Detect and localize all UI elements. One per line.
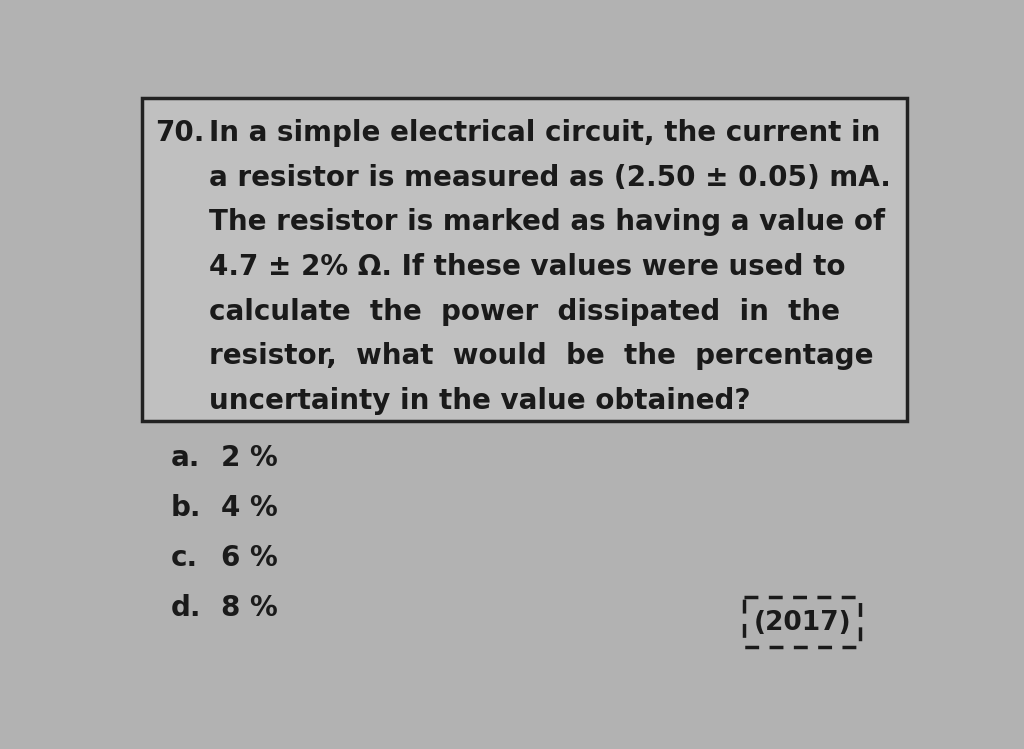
Bar (744, 596, 860, 646)
Text: The resistor is marked as having a value of: The resistor is marked as having a value… (209, 208, 886, 237)
Bar (142, 97, 907, 421)
Text: c.: c. (171, 545, 198, 572)
Text: d.: d. (171, 594, 201, 622)
Text: 4.7 ± 2% Ω. If these values were used to: 4.7 ± 2% Ω. If these values were used to (209, 253, 846, 281)
Text: 70.: 70. (155, 119, 205, 147)
Text: uncertainty in the value obtained?: uncertainty in the value obtained? (209, 387, 751, 415)
Text: a.: a. (171, 444, 200, 472)
Text: 2 %: 2 % (221, 444, 278, 472)
Text: 4 %: 4 % (221, 494, 278, 522)
Text: 8 %: 8 % (221, 594, 278, 622)
Text: In a simple electrical circuit, the current in: In a simple electrical circuit, the curr… (209, 119, 881, 147)
Text: b.: b. (171, 494, 201, 522)
Text: a resistor is measured as (2.50 ± 0.05) mA.: a resistor is measured as (2.50 ± 0.05) … (209, 164, 891, 192)
Text: (2017): (2017) (754, 610, 851, 636)
Text: 6 %: 6 % (221, 545, 278, 572)
Text: resistor,  what  would  be  the  percentage: resistor, what would be the percentage (209, 342, 873, 371)
Text: calculate  the  power  dissipated  in  the: calculate the power dissipated in the (209, 298, 841, 326)
